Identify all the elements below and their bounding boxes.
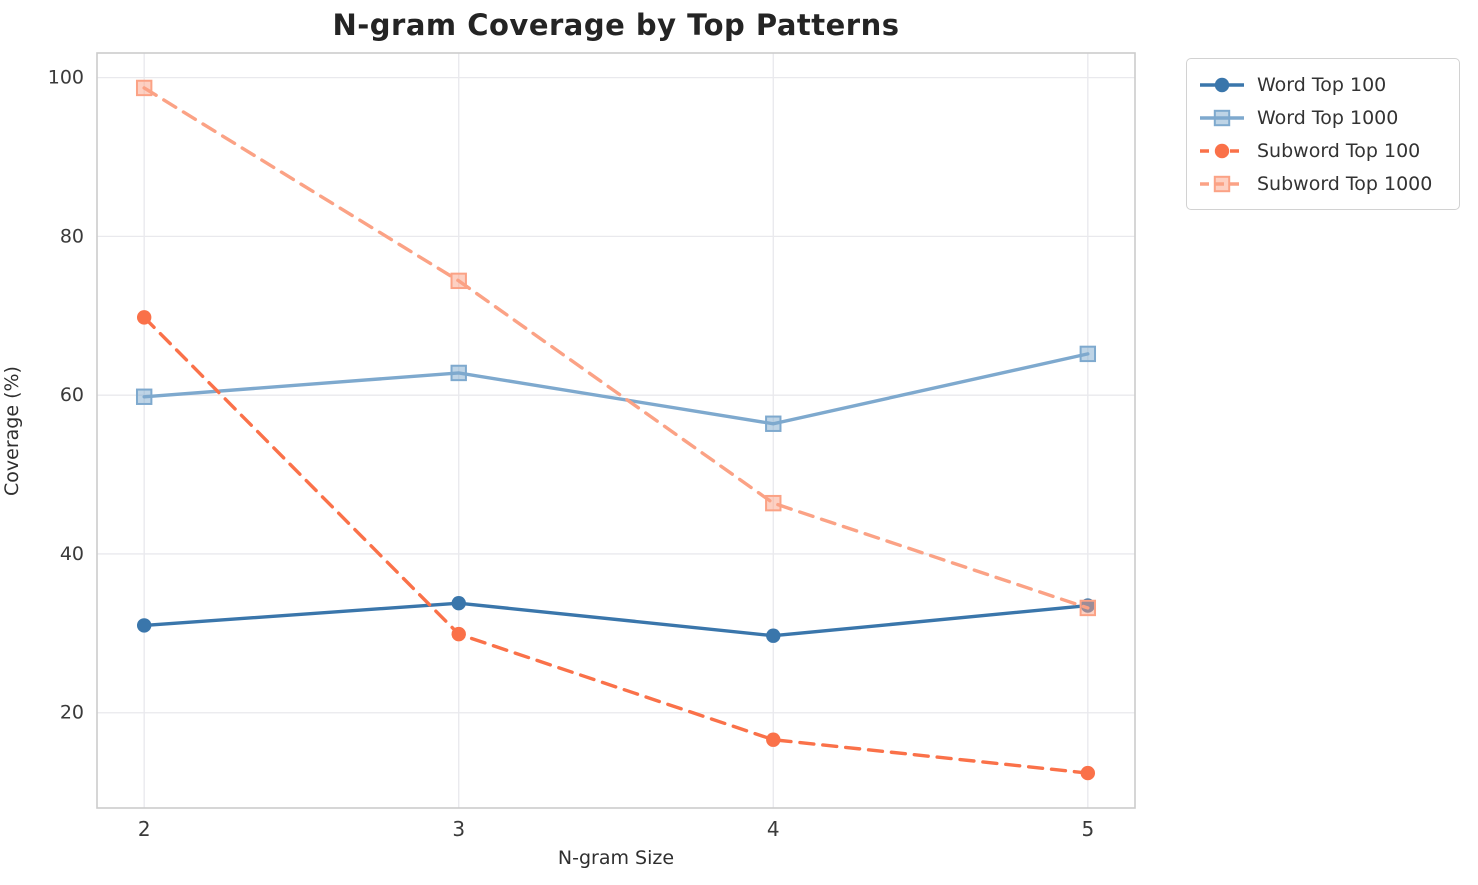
legend-label: Subword Top 100 — [1257, 139, 1421, 162]
legend-item: Word Top 1000 — [1197, 101, 1445, 134]
legend-line-marker-icon — [1200, 77, 1244, 92]
svg-text:80: 80 — [60, 225, 84, 247]
svg-text:20: 20 — [60, 702, 84, 724]
legend-label: Subword Top 1000 — [1257, 172, 1433, 195]
svg-text:40: 40 — [60, 543, 84, 565]
legend-line-marker-icon — [1200, 109, 1244, 126]
x-axis-label: N-gram Size — [557, 847, 675, 869]
legend-item: Subword Top 1000 — [1197, 167, 1445, 200]
svg-text:4: 4 — [767, 817, 780, 841]
legend: Word Top 100 Word Top 1000 Subword Top 1… — [1186, 58, 1460, 210]
svg-text:100: 100 — [48, 67, 84, 89]
svg-text:60: 60 — [60, 384, 84, 406]
svg-text:5: 5 — [1081, 817, 1094, 841]
y-axis-label: Coverage (%) — [1, 366, 23, 496]
legend-line-marker-icon — [1200, 143, 1244, 158]
legend-label: Word Top 100 — [1257, 73, 1387, 96]
legend-item: Subword Top 100 — [1197, 134, 1445, 167]
svg-text:2: 2 — [138, 817, 151, 841]
legend-line-marker-icon — [1200, 175, 1244, 192]
legend-item: Word Top 100 — [1197, 68, 1445, 101]
legend-label: Word Top 1000 — [1257, 106, 1399, 129]
svg-text:3: 3 — [452, 817, 465, 841]
chart-title: N-gram Coverage by Top Patterns — [332, 8, 900, 42]
